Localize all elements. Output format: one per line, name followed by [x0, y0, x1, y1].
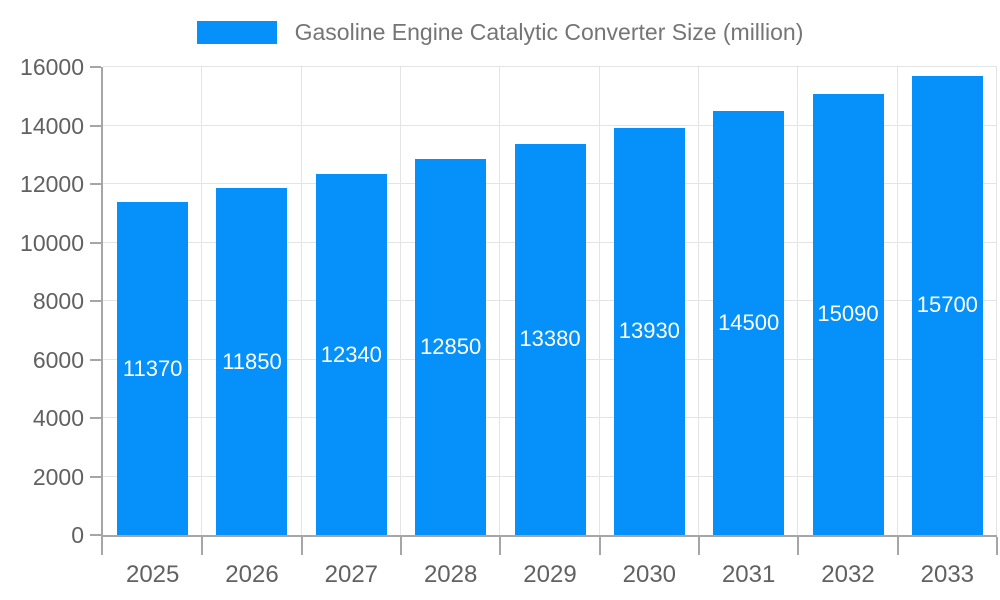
y-axis-tick — [90, 534, 101, 536]
bar-value-label: 13380 — [519, 326, 581, 352]
x-tick-label: 2031 — [721, 561, 776, 588]
x-tick-label: 2026 — [225, 561, 279, 588]
bar[interactable]: 12850 — [415, 159, 487, 535]
plot-area: 0 2000 4000 6000 8000 10000 12000 14000 16000 113… — [20, 54, 998, 588]
h-gridline — [103, 66, 997, 67]
y-axis-tick — [90, 300, 101, 302]
v-gridline — [697, 67, 699, 535]
v-gridline — [996, 67, 997, 535]
y-tick-label: 14000 — [20, 112, 84, 139]
y-axis-tick — [90, 358, 101, 361]
bar-value-label: 13930 — [618, 318, 680, 344]
v-gridline — [300, 67, 302, 535]
y-axis-tick — [90, 66, 101, 68]
bar[interactable]: 13380 — [514, 143, 586, 535]
bar-value-label: 12850 — [420, 334, 482, 360]
bar[interactable]: 11850 — [216, 188, 288, 535]
v-gridline — [499, 67, 501, 535]
y-tick-label: 16000 — [20, 54, 84, 80]
y-tick-label: 4000 — [32, 405, 84, 431]
x-tick-label: 2032 — [821, 561, 875, 588]
x-axis-tick — [101, 537, 103, 555]
x-axis-tick — [300, 537, 303, 555]
legend[interactable]: Gasoline Engine Catalytic Converter Size… — [0, 18, 1000, 46]
x-axis-tick — [399, 537, 402, 555]
v-gridline — [896, 67, 898, 535]
x-tick-label: 2030 — [622, 561, 677, 588]
x-axis-tick — [499, 537, 502, 555]
bar-value-label: 11850 — [222, 348, 282, 374]
y-axis-tick — [90, 241, 101, 244]
bar[interactable]: 11370 — [117, 202, 189, 535]
y-axis-tick — [90, 417, 101, 419]
x-axis-tick — [201, 537, 204, 555]
legend-swatch — [196, 20, 277, 44]
bar[interactable]: 12340 — [315, 174, 387, 535]
bar[interactable]: 15700 — [911, 75, 983, 535]
y-tick-label: 2000 — [32, 463, 84, 490]
x-tick-label: 2025 — [125, 561, 180, 588]
x-axis-tick — [996, 537, 998, 555]
v-gridline — [399, 67, 401, 535]
bar[interactable]: 13930 — [613, 127, 685, 535]
x-tick-label: 2029 — [523, 561, 577, 588]
y-tick-label: 0 — [71, 522, 84, 548]
x-tick-label: 2033 — [920, 561, 975, 588]
bar-value-label: 11370 — [122, 355, 183, 381]
bar-value-label: 14500 — [718, 309, 780, 335]
legend-label: Gasoline Engine Catalytic Converter Size… — [294, 19, 804, 45]
y-tick-label: 6000 — [32, 346, 84, 373]
y-tick-label: 12000 — [20, 171, 84, 197]
bar-value-label: 12340 — [320, 341, 382, 367]
v-gridline — [797, 67, 799, 535]
bar[interactable]: 14500 — [713, 110, 785, 535]
x-tick-label: 2027 — [324, 561, 379, 588]
y-tick-label: 8000 — [32, 288, 84, 314]
y-tick-label: 10000 — [20, 229, 84, 256]
x-axis-tick — [797, 537, 800, 555]
v-gridline — [598, 67, 600, 535]
v-gridline — [201, 67, 203, 535]
x-axis-tick — [896, 537, 899, 555]
y-axis-tick — [90, 475, 101, 478]
bar[interactable]: 15090 — [812, 93, 884, 535]
bar-value-label: 15700 — [916, 292, 978, 318]
x-tick-label: 2028 — [423, 561, 478, 588]
h-gridline — [103, 124, 997, 126]
x-axis-tick — [697, 537, 700, 555]
bar-value-label: 15090 — [817, 301, 879, 327]
y-axis-tick — [90, 124, 101, 127]
y-axis-tick — [90, 183, 101, 185]
x-axis-tick — [598, 537, 601, 555]
